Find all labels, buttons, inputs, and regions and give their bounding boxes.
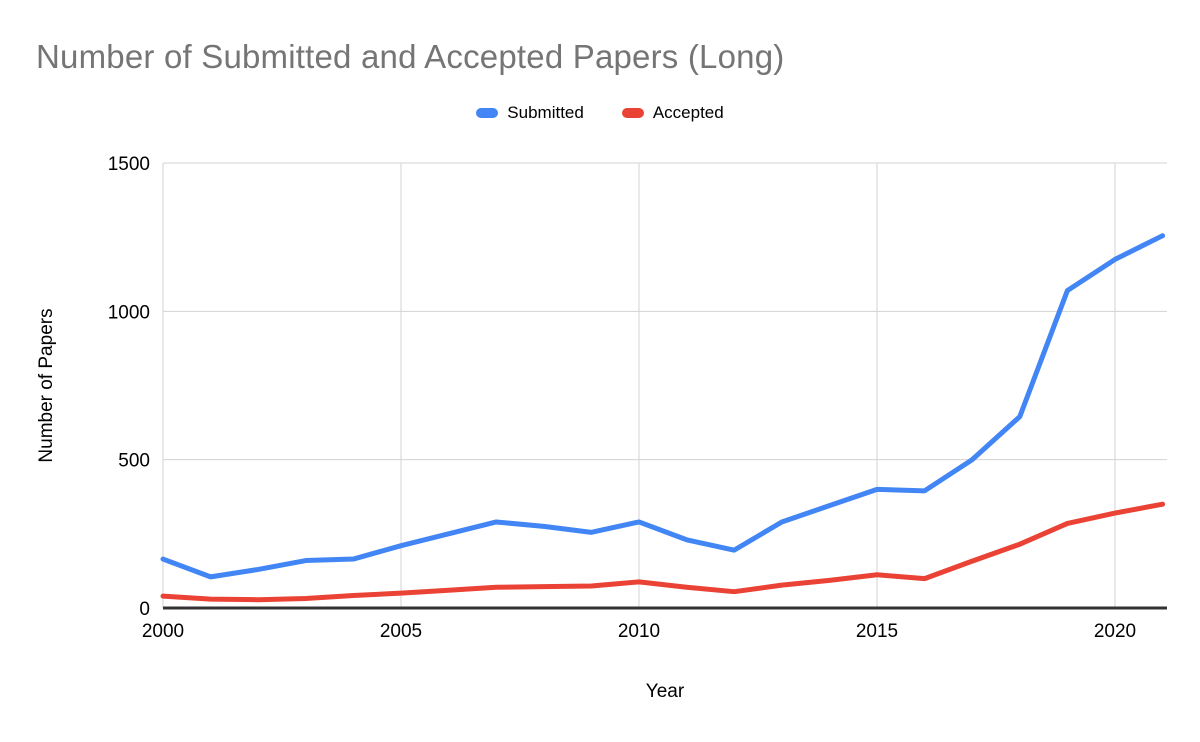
x-tick-label: 2005: [380, 621, 422, 642]
legend-swatch-submitted-icon: [476, 108, 499, 118]
legend-label-submitted: Submitted: [507, 103, 584, 122]
x-axis-title: Year: [646, 681, 685, 702]
x-tick-label: 2020: [1094, 621, 1136, 642]
chart-title: Number of Submitted and Accepted Papers …: [36, 38, 785, 75]
series-line-submitted: [160, 233, 1166, 580]
legend-item-submitted: Submitted: [476, 103, 584, 123]
y-tick-label: 500: [118, 451, 150, 472]
x-tick-label: 2000: [142, 621, 184, 642]
legend-swatch-accepted-icon: [621, 108, 644, 118]
y-tick-label: 0: [139, 599, 150, 620]
x-tick-label: 2015: [856, 621, 898, 642]
series-line-accepted: [160, 501, 1166, 603]
x-tick-label: 2010: [618, 621, 660, 642]
y-axis-title: Number of Papers: [36, 308, 57, 462]
y-tick-label: 1000: [108, 302, 150, 323]
legend-item-accepted: Accepted: [621, 103, 724, 123]
legend-label-accepted: Accepted: [652, 103, 724, 122]
legend: Submitted Accepted: [0, 103, 1200, 123]
y-tick-label: 1500: [108, 154, 150, 175]
